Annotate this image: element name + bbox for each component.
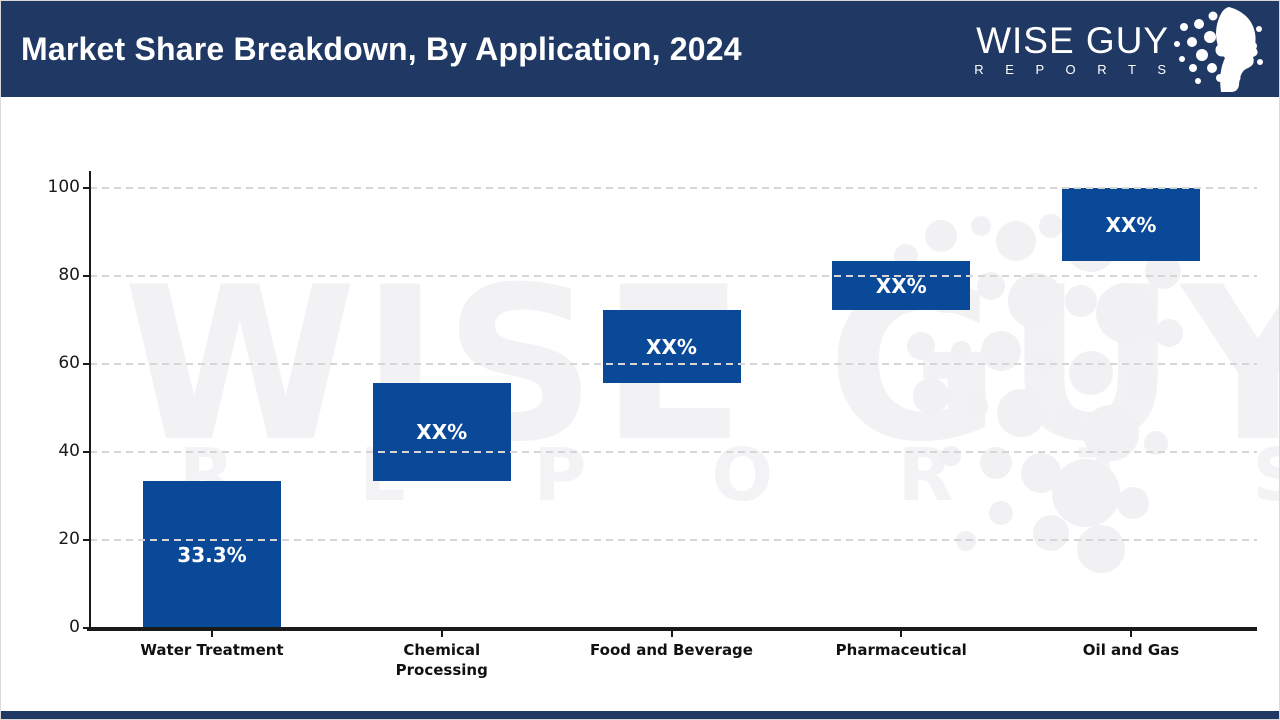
y-tick-mark [83, 539, 90, 541]
bar-value-label: XX% [646, 334, 697, 359]
bar: XX% [832, 261, 971, 311]
brand-logo-text: WISE GUY R E P O R T S [970, 22, 1175, 77]
y-axis-line [88, 171, 91, 631]
brand-name: WISE GUY [976, 19, 1170, 61]
y-tick-label: 100 [47, 177, 80, 197]
y-tick-label: 20 [58, 529, 80, 549]
x-axis-line [87, 627, 1257, 631]
y-tick-label: 0 [69, 617, 80, 637]
category-label: Oil and Gas [1082, 641, 1180, 659]
gridline [90, 539, 1257, 541]
footer-bar [1, 711, 1279, 719]
y-tick-mark [83, 187, 90, 189]
y-tick-mark [83, 363, 90, 365]
x-tick-mark [900, 630, 903, 637]
bar: 33.3% [143, 481, 281, 628]
category-label: Pharmaceutical [835, 641, 967, 659]
y-tick-label: 80 [58, 265, 80, 285]
bar: XX% [372, 383, 511, 482]
bar-value-label: XX% [1105, 212, 1157, 237]
brand-logo: WISE GUY R E P O R T S [970, 4, 1265, 94]
gridline [90, 275, 1257, 277]
x-tick-mark [211, 630, 213, 637]
y-tick-label: 60 [58, 353, 80, 373]
gridline [90, 363, 1257, 365]
bar-value-label: XX% [875, 273, 927, 298]
gridline [90, 451, 1257, 453]
category-label: Food and Beverage [590, 641, 753, 659]
header-bar: Market Share Breakdown, By Application, … [1, 1, 1279, 97]
category-label: Chemical Processing [395, 641, 488, 679]
bar-value-label: XX% [416, 420, 468, 445]
brand-subname: R E P O R T S [974, 61, 1175, 77]
bar-value-label: 33.3% [177, 542, 247, 567]
bar: XX% [602, 310, 741, 384]
y-tick-mark [83, 275, 90, 277]
x-tick-mark [670, 630, 673, 637]
x-tick-mark [440, 630, 443, 637]
y-tick-mark [83, 451, 90, 453]
y-tick-label: 40 [58, 441, 80, 461]
y-tick-mark [83, 627, 90, 629]
bar: XX% [1062, 188, 1200, 262]
dotted-face-icon [1174, 7, 1263, 92]
x-tick-mark [1130, 630, 1132, 637]
page-title: Market Share Breakdown, By Application, … [21, 30, 742, 67]
gridline [90, 187, 1257, 189]
category-label: Water Treatment [140, 641, 284, 659]
